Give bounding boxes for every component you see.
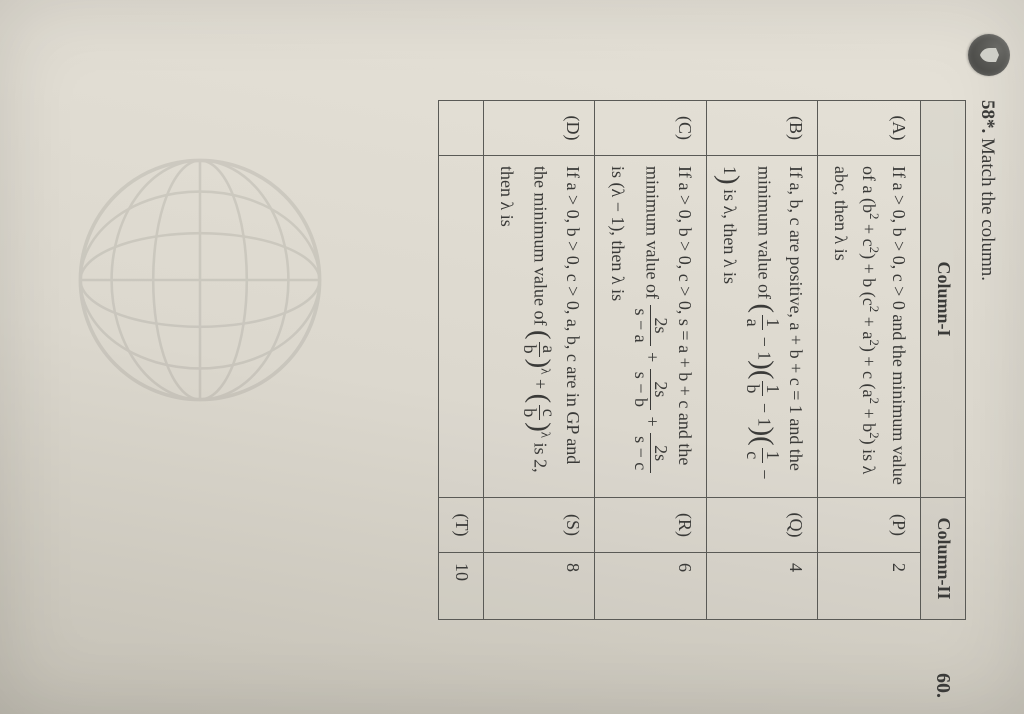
table-row: (D) If a > 0, b > 0, c > 0, a, b, c are … [483, 101, 595, 620]
row-match-label: (R) [595, 498, 707, 553]
question-number: 58*. [977, 100, 998, 133]
header-col2: Column-II [921, 498, 966, 620]
question-line: 58*. Match the column. [976, 100, 998, 666]
table-row: (T) 10 [438, 101, 483, 620]
row-match-value: 2 [818, 553, 921, 620]
row-label: (A) [818, 101, 921, 156]
table-header-row: Column-I Column-II [921, 101, 966, 620]
row-col1-text: If a > 0, b > 0, c > 0 and the minimum v… [818, 156, 921, 498]
row-match-label: (P) [818, 498, 921, 553]
match-table: Column-I Column-II (A) If a > 0, b > 0, … [438, 100, 966, 620]
content-area: 58*. Match the column. 60. Column-I Colu… [414, 0, 1024, 714]
row-match-value: 6 [595, 553, 707, 620]
row-label: (D) [483, 101, 595, 156]
table-row: (C) If a > 0, b > 0, c > 0, s = a + b + … [595, 101, 707, 620]
row-col1-empty [438, 156, 483, 498]
question-instruction: Match the column. [977, 138, 998, 281]
next-question-number: 60. [931, 673, 954, 698]
row-match-label: (T) [438, 498, 483, 553]
watermark-globe [70, 150, 330, 410]
row-match-label: (Q) [706, 498, 818, 553]
row-label-empty [438, 101, 483, 156]
row-match-value: 4 [706, 553, 818, 620]
row-match-label: (S) [483, 498, 595, 553]
table-row: (A) If a > 0, b > 0, c > 0 and the minim… [818, 101, 921, 620]
page-scan: 58*. Match the column. 60. Column-I Colu… [0, 0, 1024, 714]
difficulty-badge-icon [968, 34, 1010, 76]
row-label: (C) [595, 101, 707, 156]
header-col1: Column-I [921, 101, 966, 498]
row-col1-text: If a > 0, b > 0, c > 0, a, b, c are in G… [483, 156, 595, 498]
row-col1-text: If a > 0, b > 0, c > 0, s = a + b + c an… [595, 156, 707, 498]
row-label: (B) [706, 101, 818, 156]
row-col1-text: If a, b, c are positive, a + b + c = 1 a… [706, 156, 818, 498]
row-match-value: 10 [438, 553, 483, 620]
table-row: (B) If a, b, c are positive, a + b + c =… [706, 101, 818, 620]
row-match-value: 8 [483, 553, 595, 620]
